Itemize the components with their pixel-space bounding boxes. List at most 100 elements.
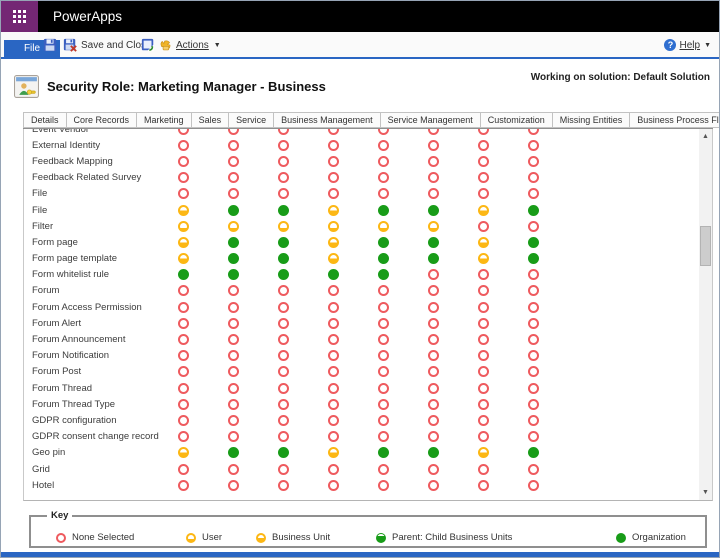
- permission-toggle-org-icon[interactable]: [227, 236, 239, 248]
- permission-toggle-none-icon[interactable]: [227, 155, 239, 167]
- permission-toggle-none-icon[interactable]: [227, 188, 239, 200]
- permission-toggle-none-icon[interactable]: [177, 479, 189, 491]
- permission-toggle-none-icon[interactable]: [377, 139, 389, 151]
- permission-toggle-none-icon[interactable]: [527, 220, 539, 232]
- permission-toggle-none-icon[interactable]: [177, 317, 189, 329]
- permission-toggle-none-icon[interactable]: [177, 301, 189, 313]
- permission-toggle-none-icon[interactable]: [427, 398, 439, 410]
- actions-menu-button[interactable]: Actions ▼: [157, 36, 223, 54]
- permission-toggle-none-icon[interactable]: [377, 398, 389, 410]
- permission-toggle-none-icon[interactable]: [227, 139, 239, 151]
- permission-toggle-none-icon[interactable]: [377, 155, 389, 167]
- permission-toggle-none-icon[interactable]: [477, 350, 489, 362]
- permission-toggle-org-icon[interactable]: [377, 447, 389, 459]
- permission-toggle-none-icon[interactable]: [477, 414, 489, 426]
- permission-toggle-none-icon[interactable]: [177, 139, 189, 151]
- permission-toggle-none-icon[interactable]: [377, 479, 389, 491]
- permission-toggle-none-icon[interactable]: [427, 382, 439, 394]
- permission-toggle-user-icon[interactable]: [177, 220, 189, 232]
- vertical-scrollbar[interactable]: ▲ ▼: [699, 129, 712, 500]
- permission-toggle-none-icon[interactable]: [527, 334, 539, 346]
- permission-toggle-none-icon[interactable]: [277, 382, 289, 394]
- permission-toggle-org-icon[interactable]: [527, 236, 539, 248]
- permission-toggle-none-icon[interactable]: [477, 398, 489, 410]
- permission-toggle-none-icon[interactable]: [227, 431, 239, 443]
- permission-toggle-none-icon[interactable]: [477, 334, 489, 346]
- permission-toggle-none-icon[interactable]: [177, 334, 189, 346]
- scroll-down-arrow-icon[interactable]: ▼: [702, 489, 709, 496]
- permission-toggle-none-icon[interactable]: [427, 188, 439, 200]
- permission-toggle-org-icon[interactable]: [277, 204, 289, 216]
- permission-toggle-org-icon[interactable]: [227, 269, 239, 281]
- permission-toggle-none-icon[interactable]: [477, 188, 489, 200]
- permission-toggle-none-icon[interactable]: [527, 479, 539, 491]
- permission-toggle-none-icon[interactable]: [227, 398, 239, 410]
- permission-toggle-bu-icon[interactable]: [477, 236, 489, 248]
- permission-toggle-none-icon[interactable]: [377, 350, 389, 362]
- permission-toggle-none-icon[interactable]: [527, 172, 539, 184]
- permission-toggle-none-icon[interactable]: [527, 463, 539, 475]
- permission-toggle-none-icon[interactable]: [277, 317, 289, 329]
- permission-toggle-org-icon[interactable]: [527, 204, 539, 216]
- permission-toggle-none-icon[interactable]: [277, 334, 289, 346]
- permission-toggle-none-icon[interactable]: [477, 139, 489, 151]
- permission-toggle-none-icon[interactable]: [327, 188, 339, 200]
- permission-toggle-none-icon[interactable]: [227, 463, 239, 475]
- permission-toggle-none-icon[interactable]: [377, 285, 389, 297]
- permission-toggle-bu-icon[interactable]: [327, 253, 339, 265]
- permission-toggle-bu-icon[interactable]: [477, 204, 489, 216]
- permission-toggle-org-icon[interactable]: [427, 447, 439, 459]
- save-and-new-button[interactable]: [139, 36, 157, 54]
- permission-toggle-none-icon[interactable]: [327, 139, 339, 151]
- permission-toggle-none-icon[interactable]: [527, 285, 539, 297]
- permission-toggle-none-icon[interactable]: [477, 463, 489, 475]
- permission-toggle-none-icon[interactable]: [377, 366, 389, 378]
- permission-toggle-org-icon[interactable]: [277, 253, 289, 265]
- tab-core-records[interactable]: Core Records: [65, 112, 138, 128]
- permission-toggle-user-icon[interactable]: [277, 220, 289, 232]
- tab-service[interactable]: Service: [228, 112, 275, 128]
- permission-toggle-org-icon[interactable]: [227, 447, 239, 459]
- permission-toggle-none-icon[interactable]: [277, 414, 289, 426]
- permission-toggle-none-icon[interactable]: [327, 479, 339, 491]
- permission-toggle-bu-icon[interactable]: [327, 447, 339, 459]
- permission-toggle-none-icon[interactable]: [427, 366, 439, 378]
- permission-toggle-none-icon[interactable]: [477, 382, 489, 394]
- permission-toggle-none-icon[interactable]: [177, 172, 189, 184]
- tab-business-process-flows[interactable]: Business Process Flows: [629, 112, 719, 128]
- permission-toggle-none-icon[interactable]: [427, 139, 439, 151]
- permission-toggle-none-icon[interactable]: [477, 366, 489, 378]
- permission-toggle-none-icon[interactable]: [327, 155, 339, 167]
- permission-toggle-bu-icon[interactable]: [177, 204, 189, 216]
- permission-toggle-none-icon[interactable]: [527, 382, 539, 394]
- permission-toggle-org-icon[interactable]: [377, 253, 389, 265]
- permission-toggle-none-icon[interactable]: [427, 172, 439, 184]
- permission-toggle-org-icon[interactable]: [177, 269, 189, 281]
- permission-toggle-none-icon[interactable]: [277, 431, 289, 443]
- permission-toggle-none-icon[interactable]: [277, 188, 289, 200]
- permission-toggle-none-icon[interactable]: [327, 350, 339, 362]
- permission-toggle-none-icon[interactable]: [527, 317, 539, 329]
- permission-toggle-bu-icon[interactable]: [177, 253, 189, 265]
- permission-toggle-none-icon[interactable]: [427, 301, 439, 313]
- permission-toggle-none-icon[interactable]: [177, 366, 189, 378]
- permission-toggle-none-icon[interactable]: [377, 301, 389, 313]
- save-and-close-button[interactable]: Save and Close: [61, 36, 154, 54]
- permission-toggle-none-icon[interactable]: [377, 317, 389, 329]
- permission-toggle-none-icon[interactable]: [227, 172, 239, 184]
- permission-toggle-none-icon[interactable]: [177, 285, 189, 297]
- waffle-menu-button[interactable]: [1, 1, 38, 32]
- permission-toggle-none-icon[interactable]: [227, 334, 239, 346]
- permission-toggle-none-icon[interactable]: [377, 188, 389, 200]
- permission-toggle-none-icon[interactable]: [427, 129, 439, 135]
- permission-toggle-none-icon[interactable]: [327, 317, 339, 329]
- permission-toggle-none-icon[interactable]: [427, 431, 439, 443]
- permission-toggle-none-icon[interactable]: [327, 382, 339, 394]
- permission-toggle-none-icon[interactable]: [377, 463, 389, 475]
- permission-toggle-org-icon[interactable]: [377, 236, 389, 248]
- permission-toggle-org-icon[interactable]: [327, 269, 339, 281]
- permission-toggle-none-icon[interactable]: [277, 479, 289, 491]
- tab-customization[interactable]: Customization: [479, 112, 553, 128]
- permission-toggle-none-icon[interactable]: [477, 431, 489, 443]
- save-button[interactable]: [41, 36, 59, 54]
